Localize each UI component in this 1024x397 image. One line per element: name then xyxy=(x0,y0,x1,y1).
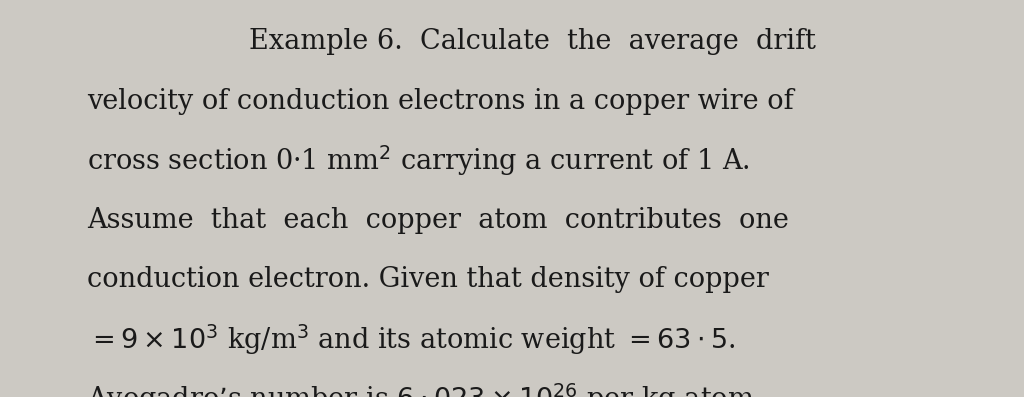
Text: conduction electron. Given that density of copper: conduction electron. Given that density … xyxy=(87,266,769,293)
Text: Assume  that  each  copper  atom  contributes  one: Assume that each copper atom contributes… xyxy=(87,207,788,234)
Text: cross section 0·1 mm$^2$ carrying a current of 1 A.: cross section 0·1 mm$^2$ carrying a curr… xyxy=(87,144,750,178)
Text: Avogadro’s number is $6\cdot023 \times 10^{26}$ per kg atom.: Avogadro’s number is $6\cdot023 \times 1… xyxy=(87,382,761,397)
Text: velocity of conduction electrons in a copper wire of: velocity of conduction electrons in a co… xyxy=(87,88,794,115)
Text: Example 6.  Calculate  the  average  drift: Example 6. Calculate the average drift xyxy=(249,28,816,55)
Text: $= 9 \times 10^3$ kg/m$^3$ and its atomic weight $= 63\cdot5$.: $= 9 \times 10^3$ kg/m$^3$ and its atomi… xyxy=(87,322,735,357)
